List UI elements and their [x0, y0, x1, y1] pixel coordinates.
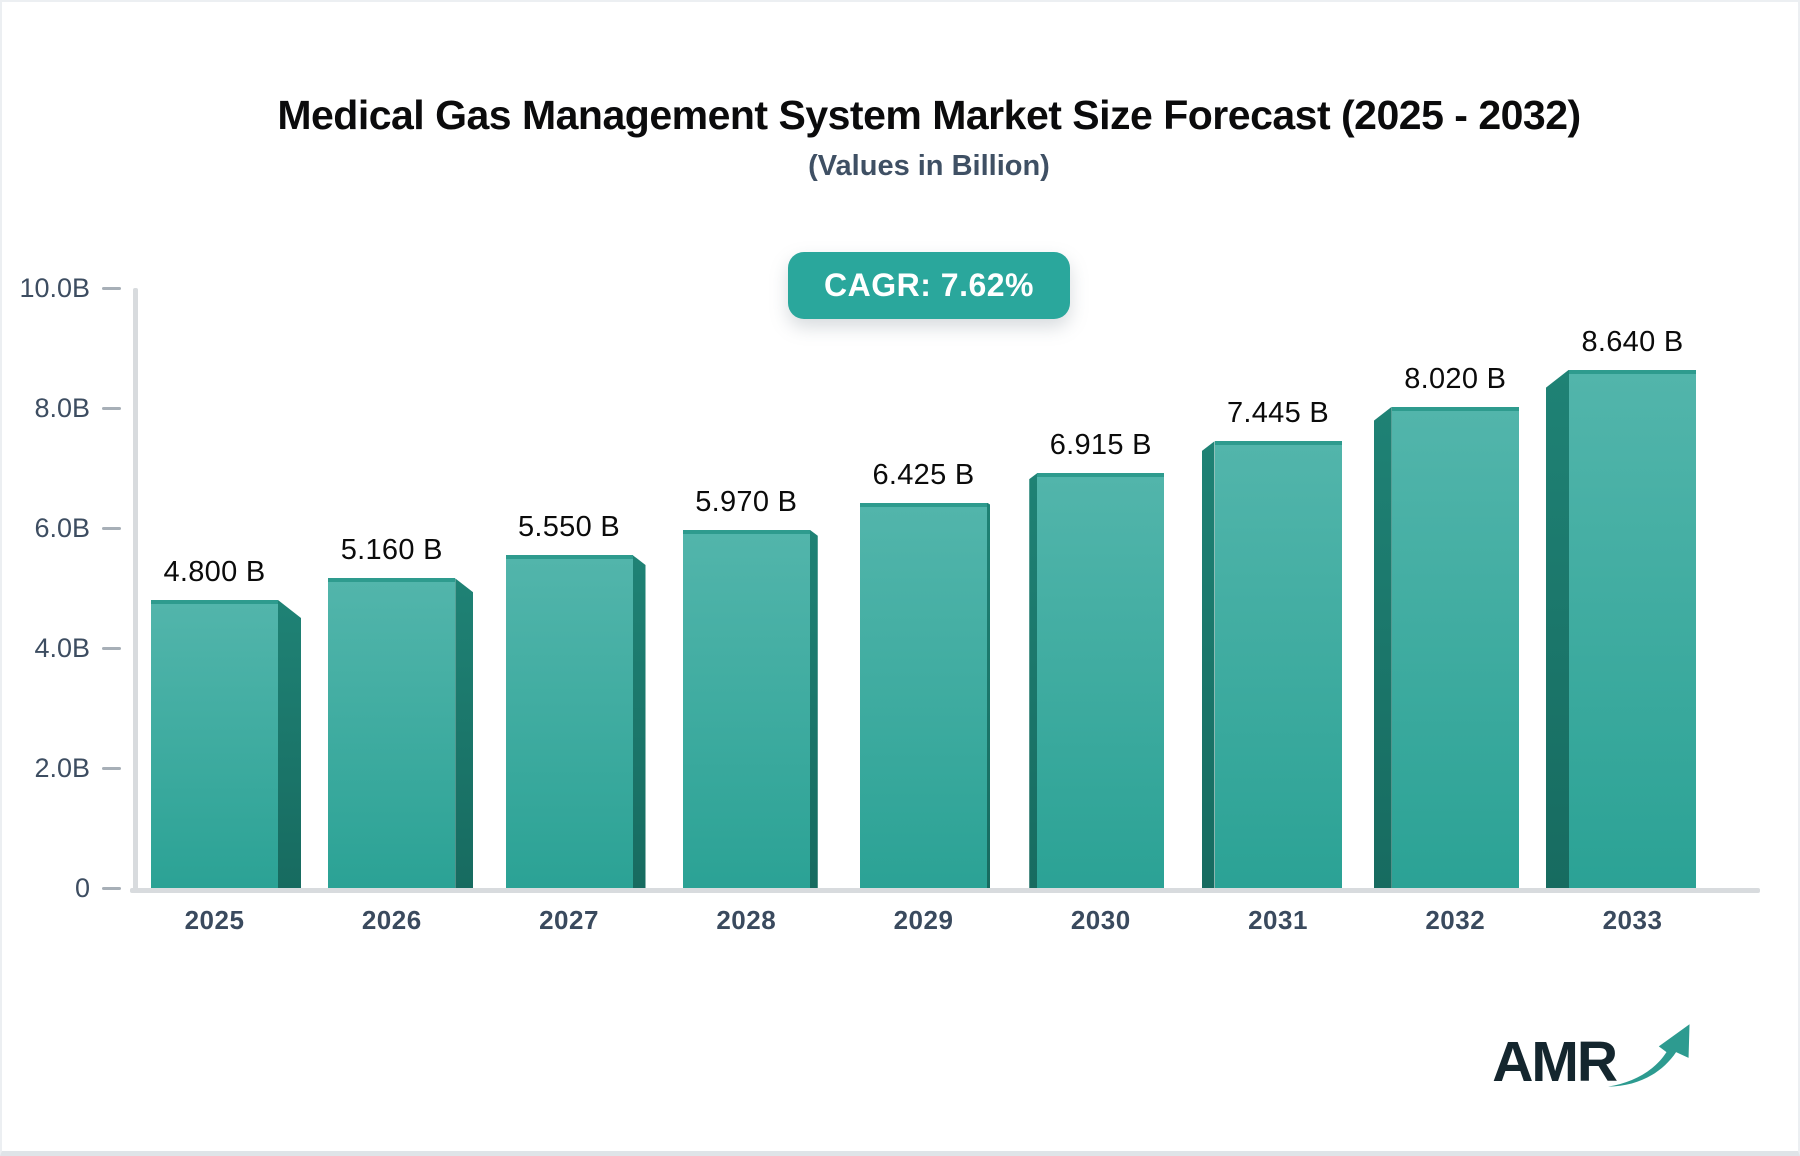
y-axis-tick-label: 2.0B: [34, 753, 90, 783]
bar-2033: [1569, 369, 1696, 888]
bar-2032: [1391, 406, 1519, 888]
y-axis-tick-mark: [102, 287, 121, 290]
bar-2031: [1214, 441, 1342, 888]
bar-side-panel-2025: [278, 600, 301, 888]
bar-2026: [328, 578, 456, 888]
y-axis-tick-mark: [102, 647, 121, 650]
bar-value-label-2025: 4.800 B: [163, 556, 266, 588]
x-axis-label-2025: 2025: [184, 905, 245, 935]
brand-logo-text: AMR: [1492, 1030, 1618, 1094]
bar-side-panel-2027: [632, 555, 646, 888]
cagr-badge: CAGR: 7.62%: [788, 252, 1070, 319]
x-axis-line: [130, 888, 1760, 893]
bar-side-panel-2032: [1373, 406, 1392, 888]
y-axis-tick-label: 4.0B: [34, 633, 90, 663]
brand-logo: AMR: [1492, 1023, 1702, 1101]
y-axis-tick-label: 6.0B: [34, 513, 90, 543]
x-axis-label-2029: 2029: [893, 905, 954, 935]
x-axis-label-2033: 2033: [1602, 905, 1663, 935]
bar-side-panel-2033: [1546, 369, 1569, 888]
growth-arrow-icon: [1607, 1024, 1690, 1087]
bar-value-label-2027: 5.550 B: [517, 511, 621, 543]
y-axis-tick-label: 0: [74, 873, 90, 903]
bar-side-panel-2030: [1029, 473, 1038, 888]
bar-side-panel-2031: [1201, 441, 1215, 888]
bar-2025: [151, 600, 278, 888]
y-axis-line: [133, 288, 138, 892]
chart-subtitle: (Values in Billion): [808, 150, 1050, 182]
bar-value-label-2028: 5.970 B: [695, 485, 798, 518]
bar-2028: [682, 529, 810, 888]
bar-value-label-2033: 8.640 B: [1581, 325, 1684, 358]
x-axis-label-2027: 2027: [539, 905, 599, 935]
bar-value-label-2032: 8.020 B: [1404, 362, 1507, 395]
y-axis-tick-mark: [102, 407, 121, 410]
x-axis-label-2028: 2028: [716, 905, 777, 935]
y-axis-tick-label: 8.0B: [34, 393, 90, 423]
y-axis-tick-mark: [102, 527, 121, 530]
x-axis-label-2032: 2032: [1425, 905, 1486, 935]
bar-side-panel-2029: [987, 502, 990, 888]
bar-side-panel-2026: [455, 578, 474, 888]
bar-side-panel-2028: [809, 529, 818, 888]
chart-title: Medical Gas Management System Market Siz…: [277, 92, 1581, 138]
x-axis-label-2031: 2031: [1248, 905, 1308, 935]
y-axis-tick-label: 10.0B: [19, 273, 90, 303]
x-axis-label-2026: 2026: [361, 905, 422, 935]
y-axis-tick-mark: [102, 767, 121, 770]
bar-2030: [1037, 473, 1165, 888]
cagr-badge-container: CAGR: 7.62%: [29, 252, 1798, 319]
bar-value-label-2029: 6.425 B: [872, 458, 975, 491]
x-axis-label-2030: 2030: [1070, 905, 1131, 935]
bar-2027: [505, 555, 633, 888]
bar-value-label-2031: 7.445 B: [1226, 397, 1330, 430]
y-axis-tick-mark: [102, 887, 121, 890]
bar-2029: [860, 502, 987, 888]
bar-value-label-2026: 5.160 B: [340, 534, 443, 567]
bar-value-label-2030: 6.915 B: [1049, 429, 1152, 462]
